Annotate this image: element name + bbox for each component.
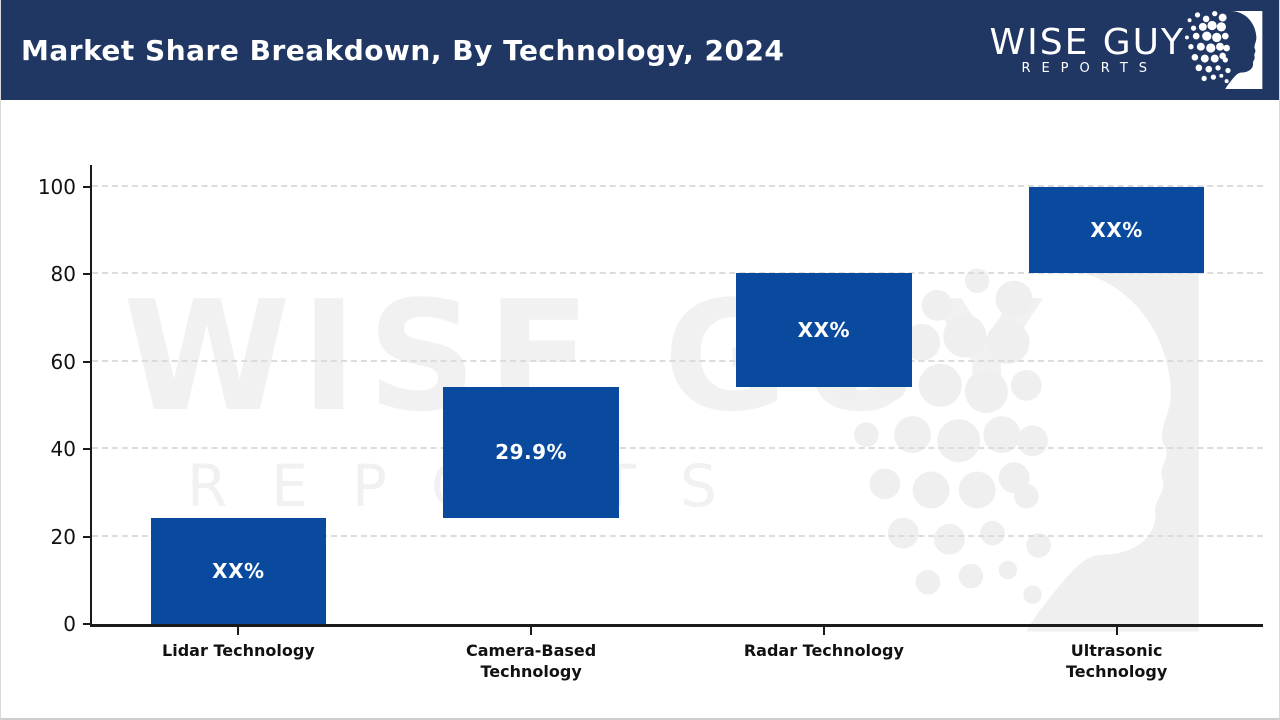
grid-line [92, 359, 1263, 362]
y-tick-label: 0 [63, 612, 76, 636]
y-tick-mark [83, 185, 92, 188]
y-tick-label: 100 [37, 174, 76, 199]
y-tick-mark [83, 623, 92, 625]
logo-wordmark: WISE GUY [989, 21, 1185, 63]
y-tick-mark [83, 360, 92, 363]
bar-label: XX% [212, 558, 265, 583]
x-tick-label: Camera-Based Technology [466, 641, 597, 681]
bar: XX% [1028, 186, 1205, 274]
bar-label: XX% [797, 318, 851, 343]
y-tick-label: 40 [50, 437, 76, 462]
grid-line [92, 534, 1263, 537]
x-tick-label: Ultrasonic Technology [1065, 641, 1168, 681]
y-tick-mark [83, 448, 92, 451]
x-tick-mark [822, 627, 825, 635]
bar: 29.9% [443, 387, 619, 518]
y-tick-label: 80 [50, 262, 76, 287]
header-bar: Market Share Breakdown, By Technology, 2… [1, 0, 1279, 100]
wiseguy-logo: WISE GUY REPORTS [990, 7, 1266, 93]
bar: XX% [150, 517, 327, 624]
grid-line [92, 184, 1263, 187]
bar-label: XX% [1090, 218, 1143, 243]
x-tick-mark [530, 627, 533, 635]
x-tick-label: Radar Technology [743, 641, 904, 660]
x-tick-mark [237, 627, 240, 635]
x-tick-label: Lidar Technology [162, 641, 315, 660]
bar-label: 29.9% [495, 440, 568, 465]
plot-area: 0 20 40 60 80 100 XX% Lidar Technology 29.9% Came… [38, 165, 1263, 681]
y-tick-mark [83, 273, 92, 276]
y-tick-label: 20 [50, 524, 76, 549]
bar: XX% [736, 273, 912, 388]
y-tick-label: 60 [50, 349, 76, 374]
logo-subtitle: REPORTS [1021, 61, 1159, 77]
grid-line [92, 447, 1263, 450]
y-tick-mark [83, 535, 92, 538]
x-tick-mark [1115, 627, 1118, 635]
wiseguy-face-icon [1184, 10, 1263, 90]
logo-text: WISE GUY REPORTS [989, 21, 1186, 77]
grid-line [92, 272, 1263, 275]
chart-title: Market Share Breakdown, By Technology, 2… [21, 33, 785, 67]
